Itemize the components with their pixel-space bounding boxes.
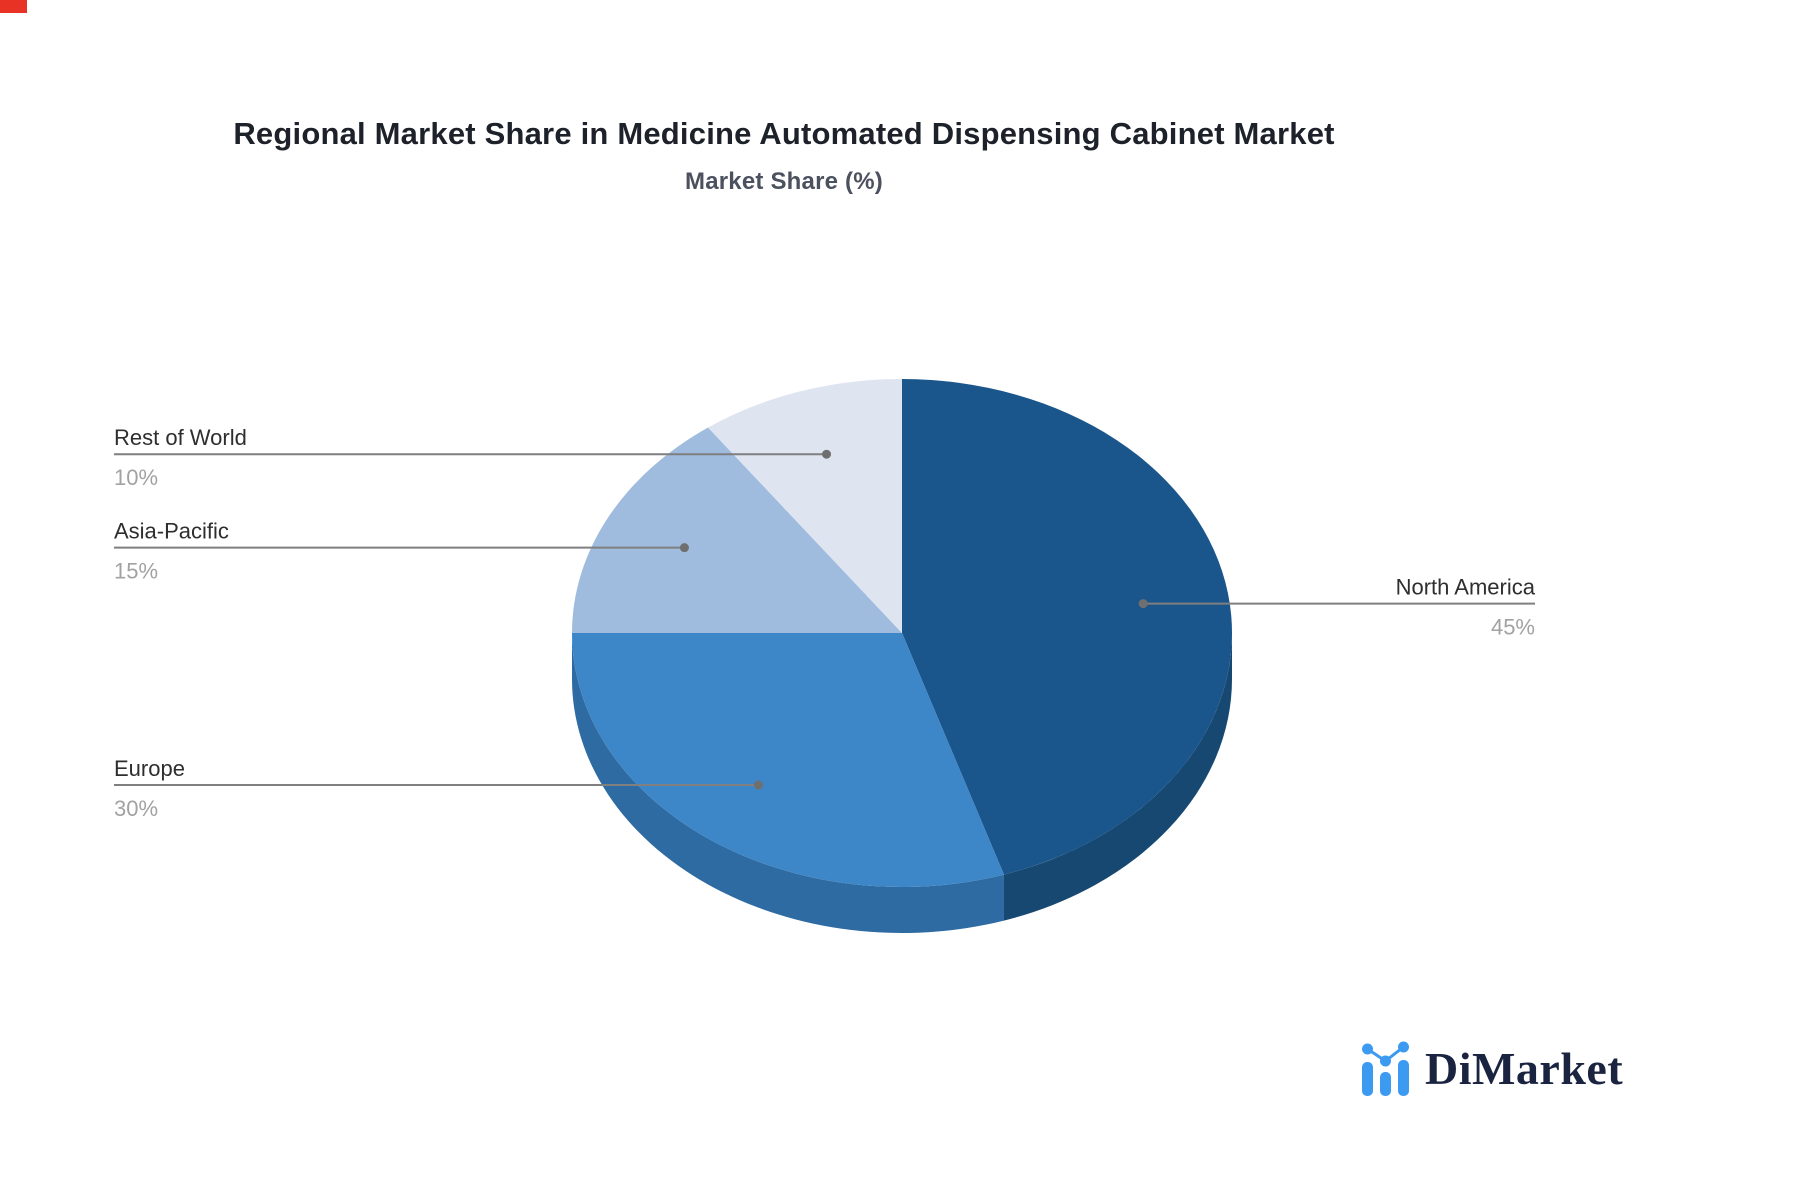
slice-value-north-america: 45%: [1491, 615, 1535, 640]
chart-title: Regional Market Share in Medicine Automa…: [233, 116, 1335, 151]
slice-value-rest-of-world: 10%: [114, 465, 158, 490]
pie-slice-asia-pacific[interactable]: [572, 427, 902, 633]
bar-line-chart-icon: [1362, 1041, 1409, 1096]
pie-slice-side-europe: [572, 633, 1004, 934]
pie-slice-north-america[interactable]: [902, 379, 1233, 875]
screen-corner-marker: [0, 0, 27, 13]
brand-name: DiMarket: [1425, 1043, 1624, 1094]
leader-dot-europe: [753, 780, 763, 790]
brand-logo: DiMarket: [1360, 1040, 1623, 1098]
pie-slice-side-north-america: [1003, 633, 1232, 921]
slice-value-asia-pacific: 15%: [114, 559, 158, 584]
chart-subtitle: Market Share (%): [685, 168, 883, 195]
pie-slice-europe[interactable]: [572, 633, 1004, 888]
slice-label-europe: Europe: [114, 756, 185, 781]
leader-dot-rest-of-world: [822, 449, 832, 459]
leader-dot-north-america: [1138, 599, 1148, 609]
slice-label-north-america: North America: [1396, 575, 1536, 600]
pie-slice-rest-of-world[interactable]: [708, 379, 902, 633]
slice-label-asia-pacific: Asia-Pacific: [114, 519, 229, 544]
slice-value-europe: 30%: [114, 796, 158, 821]
slice-label-rest-of-world: Rest of World: [114, 425, 247, 450]
leader-dot-asia-pacific: [679, 543, 689, 553]
